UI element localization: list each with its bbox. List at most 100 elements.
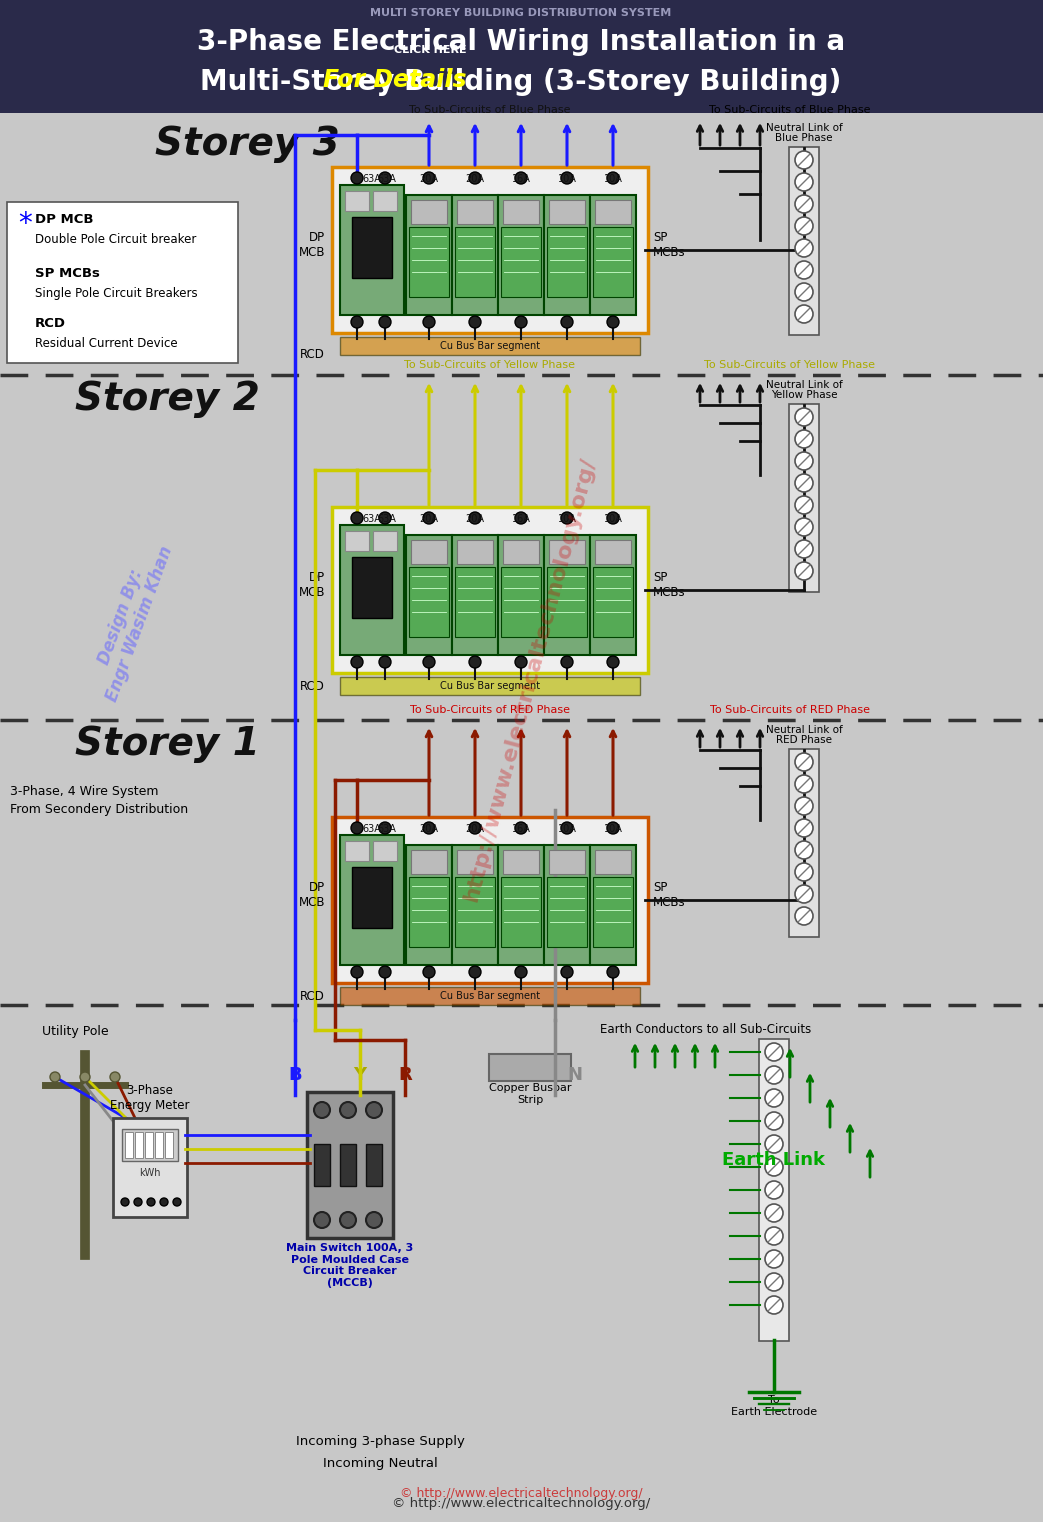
FancyBboxPatch shape [503, 849, 539, 874]
FancyBboxPatch shape [455, 568, 495, 638]
Circle shape [765, 1272, 783, 1291]
Circle shape [469, 822, 481, 834]
Circle shape [607, 172, 618, 184]
Circle shape [160, 1198, 168, 1205]
Text: 10A: 10A [558, 514, 577, 524]
FancyBboxPatch shape [135, 1132, 143, 1158]
Circle shape [351, 172, 363, 184]
Text: 63A: 63A [378, 174, 396, 184]
Circle shape [561, 317, 573, 329]
FancyBboxPatch shape [0, 0, 1043, 113]
Circle shape [765, 1158, 783, 1177]
Text: Residual Current Device: Residual Current Device [35, 336, 177, 350]
Text: DP
MCB: DP MCB [298, 571, 325, 600]
FancyBboxPatch shape [590, 195, 636, 315]
Circle shape [515, 822, 527, 834]
FancyBboxPatch shape [373, 842, 397, 861]
FancyBboxPatch shape [590, 536, 636, 654]
Text: 3-Phase, 4 Wire System: 3-Phase, 4 Wire System [10, 785, 159, 798]
FancyBboxPatch shape [452, 536, 498, 654]
Text: RCD: RCD [300, 347, 325, 361]
Text: To Sub-Circuits of Blue Phase: To Sub-Circuits of Blue Phase [409, 105, 571, 116]
Circle shape [351, 317, 363, 329]
Circle shape [351, 511, 363, 524]
Circle shape [379, 317, 391, 329]
Circle shape [795, 863, 812, 881]
Text: For Details: For Details [323, 68, 467, 91]
FancyBboxPatch shape [457, 849, 493, 874]
Text: 20A: 20A [465, 514, 485, 524]
Text: *: * [18, 210, 31, 237]
FancyBboxPatch shape [113, 1119, 187, 1218]
FancyBboxPatch shape [409, 568, 448, 638]
Circle shape [469, 511, 481, 524]
Text: 16A: 16A [511, 514, 531, 524]
Text: Cu Bus Bar segment: Cu Bus Bar segment [440, 991, 540, 1001]
FancyBboxPatch shape [406, 536, 452, 654]
Text: RED Phase: RED Phase [776, 735, 832, 744]
Text: 63A: 63A [363, 823, 382, 834]
FancyBboxPatch shape [595, 540, 631, 565]
FancyBboxPatch shape [501, 877, 541, 947]
Text: Main Switch 100A, 3
Pole Moulded Case
Circuit Breaker
(MCCB): Main Switch 100A, 3 Pole Moulded Case Ci… [287, 1243, 414, 1288]
FancyBboxPatch shape [544, 845, 590, 965]
FancyBboxPatch shape [411, 849, 447, 874]
FancyBboxPatch shape [547, 877, 587, 947]
FancyBboxPatch shape [503, 540, 539, 565]
Text: To Sub-Circuits of Yellow Phase: To Sub-Circuits of Yellow Phase [405, 361, 576, 370]
Text: Incoming 3-phase Supply: Incoming 3-phase Supply [295, 1435, 464, 1447]
Circle shape [515, 172, 527, 184]
FancyBboxPatch shape [595, 849, 631, 874]
Circle shape [795, 431, 812, 447]
Circle shape [795, 304, 812, 323]
Circle shape [515, 966, 527, 979]
FancyBboxPatch shape [366, 1145, 382, 1186]
FancyBboxPatch shape [351, 218, 392, 279]
FancyBboxPatch shape [332, 167, 648, 333]
Text: Copper Busbar
Strip: Copper Busbar Strip [489, 1084, 572, 1105]
FancyBboxPatch shape [544, 195, 590, 315]
Circle shape [795, 283, 812, 301]
Circle shape [80, 1071, 90, 1082]
FancyBboxPatch shape [340, 186, 404, 315]
FancyBboxPatch shape [145, 1132, 153, 1158]
Text: RCD: RCD [300, 989, 325, 1003]
FancyBboxPatch shape [503, 199, 539, 224]
FancyBboxPatch shape [340, 836, 404, 965]
Circle shape [314, 1102, 330, 1119]
Circle shape [515, 511, 527, 524]
Text: 63A: 63A [363, 174, 382, 184]
Text: DP MCB: DP MCB [35, 213, 94, 225]
Circle shape [795, 775, 812, 793]
Circle shape [795, 239, 812, 257]
Text: 3-Phase
Energy Meter: 3-Phase Energy Meter [111, 1084, 190, 1113]
Circle shape [469, 966, 481, 979]
FancyBboxPatch shape [314, 1145, 330, 1186]
FancyBboxPatch shape [501, 568, 541, 638]
Text: RCD: RCD [35, 317, 66, 330]
Text: 10A: 10A [604, 174, 623, 184]
Circle shape [340, 1102, 356, 1119]
FancyBboxPatch shape [165, 1132, 173, 1158]
FancyBboxPatch shape [332, 507, 648, 673]
FancyBboxPatch shape [307, 1091, 393, 1237]
FancyBboxPatch shape [593, 227, 633, 297]
FancyBboxPatch shape [7, 202, 238, 364]
Text: 20A: 20A [465, 174, 485, 184]
Text: 20A: 20A [465, 823, 485, 834]
FancyBboxPatch shape [340, 525, 404, 654]
Circle shape [561, 822, 573, 834]
FancyBboxPatch shape [351, 557, 392, 618]
Text: © http://www.electricaltechnology.org/: © http://www.electricaltechnology.org/ [399, 1487, 642, 1501]
Circle shape [351, 966, 363, 979]
Text: Design By:
Engr Wasim Khan: Design By: Engr Wasim Khan [83, 536, 176, 703]
FancyBboxPatch shape [373, 190, 397, 212]
Circle shape [469, 656, 481, 668]
FancyBboxPatch shape [409, 877, 448, 947]
Circle shape [423, 511, 435, 524]
FancyBboxPatch shape [345, 531, 369, 551]
Circle shape [314, 1212, 330, 1228]
Text: To Sub-Circuits of RED Phase: To Sub-Circuits of RED Phase [710, 705, 870, 715]
FancyBboxPatch shape [452, 845, 498, 965]
Text: Storey 2: Storey 2 [75, 380, 260, 419]
